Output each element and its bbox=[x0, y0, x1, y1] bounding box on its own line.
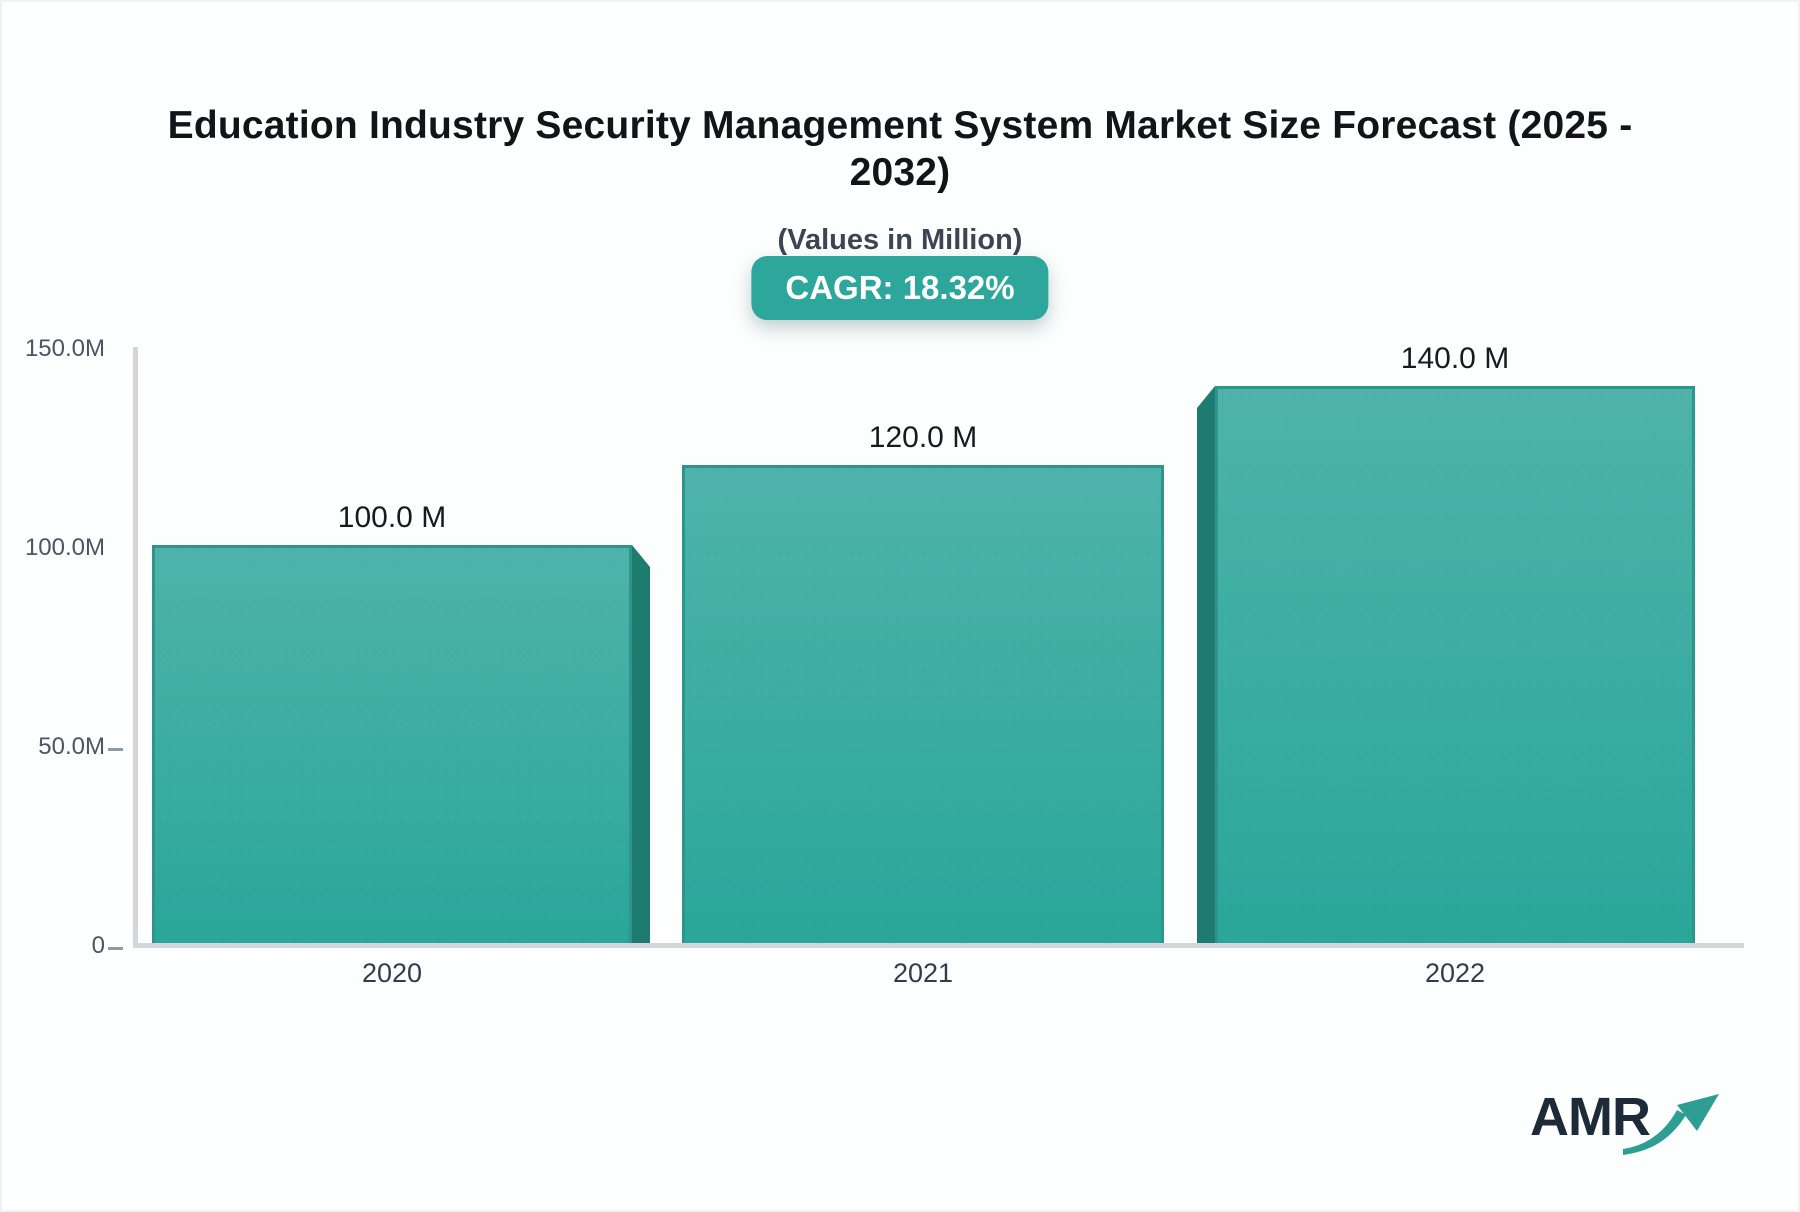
bar-2021 bbox=[682, 465, 1164, 943]
y-axis-tick-mark bbox=[108, 748, 123, 751]
chart-title: Education Industry Security Management S… bbox=[167, 104, 1633, 194]
bar-value-label-2020: 100.0 M bbox=[337, 501, 447, 534]
x-axis-label-2020: 2020 bbox=[361, 958, 423, 988]
bar-side-face-2020 bbox=[632, 545, 650, 943]
y-axis-line bbox=[133, 347, 138, 947]
x-axis-label-2022: 2022 bbox=[1424, 958, 1486, 988]
cagr-badge: CAGR: 18.32% bbox=[751, 256, 1049, 320]
y-axis-tick-label: 50.0M bbox=[38, 733, 105, 760]
bar-side-face-2022 bbox=[1197, 386, 1215, 943]
y-axis-tick-label: 0 bbox=[91, 932, 105, 959]
brand-logo: AMR bbox=[1530, 1086, 1720, 1166]
x-axis-label-2021: 2021 bbox=[892, 958, 954, 988]
bar-value-label-2022: 140.0 M bbox=[1400, 342, 1510, 375]
logo-arrow-icon bbox=[1623, 1094, 1719, 1155]
bar-2020 bbox=[152, 545, 632, 943]
bar-2022 bbox=[1215, 386, 1695, 943]
chart-subtitle: (Values in Million) bbox=[777, 224, 1023, 256]
y-axis-tick-label: 100.0M bbox=[24, 534, 105, 561]
x-axis-line bbox=[133, 943, 1744, 948]
logo-text: AMR bbox=[1530, 1087, 1651, 1147]
bar-value-label-2021: 120.0 M bbox=[868, 421, 978, 454]
y-axis-tick-label: 150.0M bbox=[24, 335, 105, 362]
y-axis-tick-mark bbox=[108, 947, 123, 950]
